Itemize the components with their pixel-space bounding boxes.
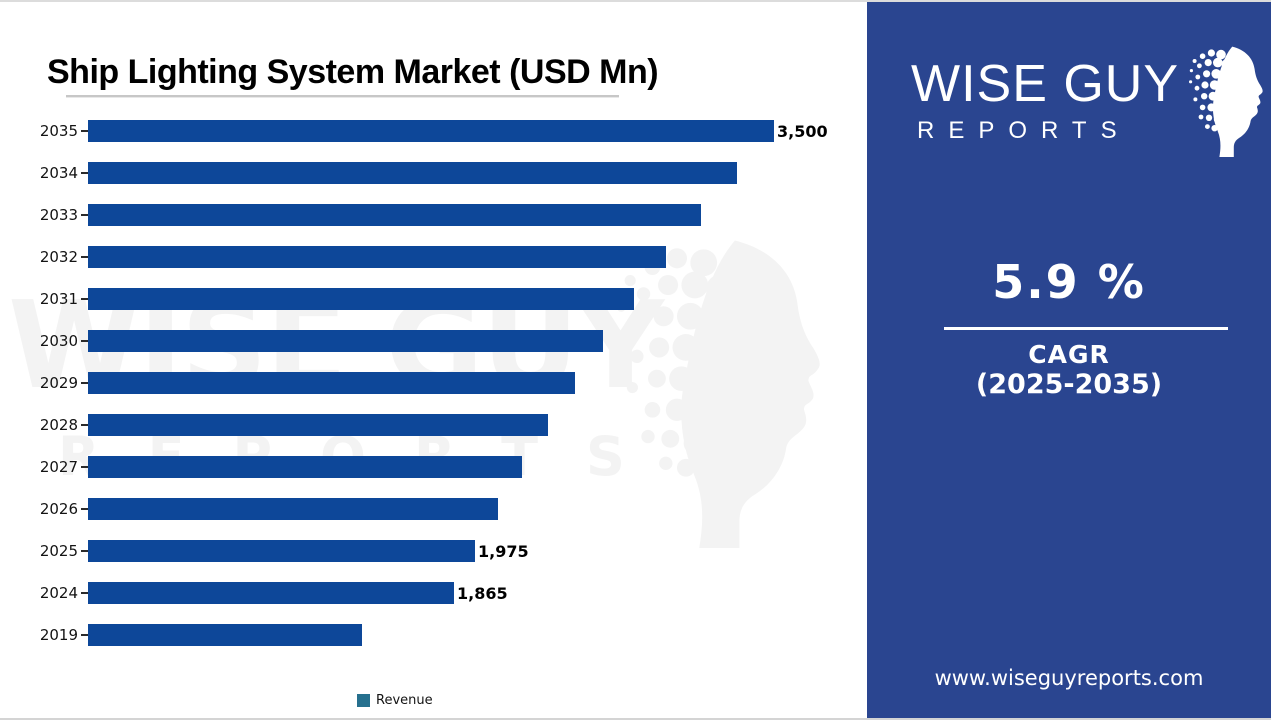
bar-plot: 2035 3,500 2034 2033 2032 2031 2030 2029 2028 202…: [30, 110, 828, 656]
revenue-bar: [88, 288, 634, 310]
revenue-bar: [88, 372, 575, 394]
brand-name: WISE GUY: [911, 55, 1180, 113]
side-panel: WISE GUY REPORTS 5.9 % CAGR (2025-2035) …: [867, 0, 1271, 720]
revenue-bar: [88, 582, 454, 604]
axis-tick-icon: [81, 172, 88, 174]
bar-row: 2032: [30, 236, 828, 278]
axis-tick-icon: [81, 130, 88, 132]
revenue-bar: [88, 498, 498, 520]
y-axis-label: 2028: [39, 416, 78, 434]
y-axis-label: 2025: [39, 542, 78, 560]
brand-subname: REPORTS: [917, 117, 1131, 144]
y-axis-label: 2034: [39, 164, 78, 182]
brand-logo: WISE GUY REPORTS: [911, 46, 1271, 160]
revenue-bar: [88, 162, 737, 184]
brand-logo-text: WISE GUY REPORTS: [911, 58, 1179, 143]
axis-tick-icon: [81, 340, 88, 342]
y-axis-label: 2035: [39, 122, 78, 140]
cagr-label: CAGR: [1028, 340, 1110, 369]
legend: Revenue: [357, 693, 433, 708]
cagr-value: 5.9 %: [992, 255, 1146, 309]
bar-row: 2025 1,975: [30, 530, 828, 572]
bar-row: 2030: [30, 320, 828, 362]
axis-tick-icon: [81, 592, 88, 594]
bar-row: 2033: [30, 194, 828, 236]
y-axis-label: 2027: [39, 458, 78, 476]
axis-tick-icon: [81, 382, 88, 384]
cagr-divider-line: [944, 327, 1228, 330]
bar-row: 2035 3,500: [30, 110, 828, 152]
revenue-bar: [88, 456, 522, 478]
axis-tick-icon: [81, 214, 88, 216]
revenue-bar: [88, 540, 475, 562]
axis-tick-icon: [81, 424, 88, 426]
revenue-bar: [88, 120, 774, 142]
revenue-bar: [88, 414, 548, 436]
legend-swatch: [357, 694, 370, 707]
bar-value-label: 3,500: [777, 121, 828, 141]
y-axis-label: 2030: [39, 332, 78, 350]
y-axis-label: 2033: [39, 206, 78, 224]
axis-tick-icon: [81, 634, 88, 636]
bar-row: 2024 1,865: [30, 572, 828, 614]
bar-value-label: 1,865: [457, 583, 508, 603]
axis-tick-icon: [81, 466, 88, 468]
y-axis-label: 2029: [39, 374, 78, 392]
revenue-bar: [88, 204, 701, 226]
title-underline: [66, 95, 619, 98]
bottom-border-line: [0, 718, 1271, 720]
bar-row: 2031: [30, 278, 828, 320]
y-axis-label: 2031: [39, 290, 78, 308]
cagr-period: (2025-2035): [975, 369, 1163, 400]
website-link[interactable]: www.wiseguyreports.com: [934, 666, 1204, 690]
revenue-bar: [88, 624, 362, 646]
y-axis-label: 2024: [39, 584, 78, 602]
chart-area: WISE GUY REPORTS Ship Lighting System Ma…: [8, 52, 828, 708]
y-axis-label: 2032: [39, 248, 78, 266]
bar-row: 2029: [30, 362, 828, 404]
revenue-bar: [88, 330, 603, 352]
bar-row: 2027: [30, 446, 828, 488]
axis-tick-icon: [81, 256, 88, 258]
bar-row: 2034: [30, 152, 828, 194]
bar-value-label: 1,975: [478, 541, 529, 561]
axis-tick-icon: [81, 298, 88, 300]
bar-row: 2028: [30, 404, 828, 446]
revenue-bar: [88, 246, 666, 268]
bar-row: 2019: [30, 614, 828, 656]
axis-tick-icon: [81, 508, 88, 510]
y-axis-label: 2026: [39, 500, 78, 518]
axis-tick-icon: [81, 550, 88, 552]
legend-label: Revenue: [376, 693, 433, 708]
bar-row: 2026: [30, 488, 828, 530]
brand-head-logo-icon: [1189, 46, 1263, 157]
chart-title: Ship Lighting System Market (USD Mn): [47, 52, 659, 91]
y-axis-label: 2019: [39, 626, 78, 644]
top-border-line: [0, 0, 1271, 2]
